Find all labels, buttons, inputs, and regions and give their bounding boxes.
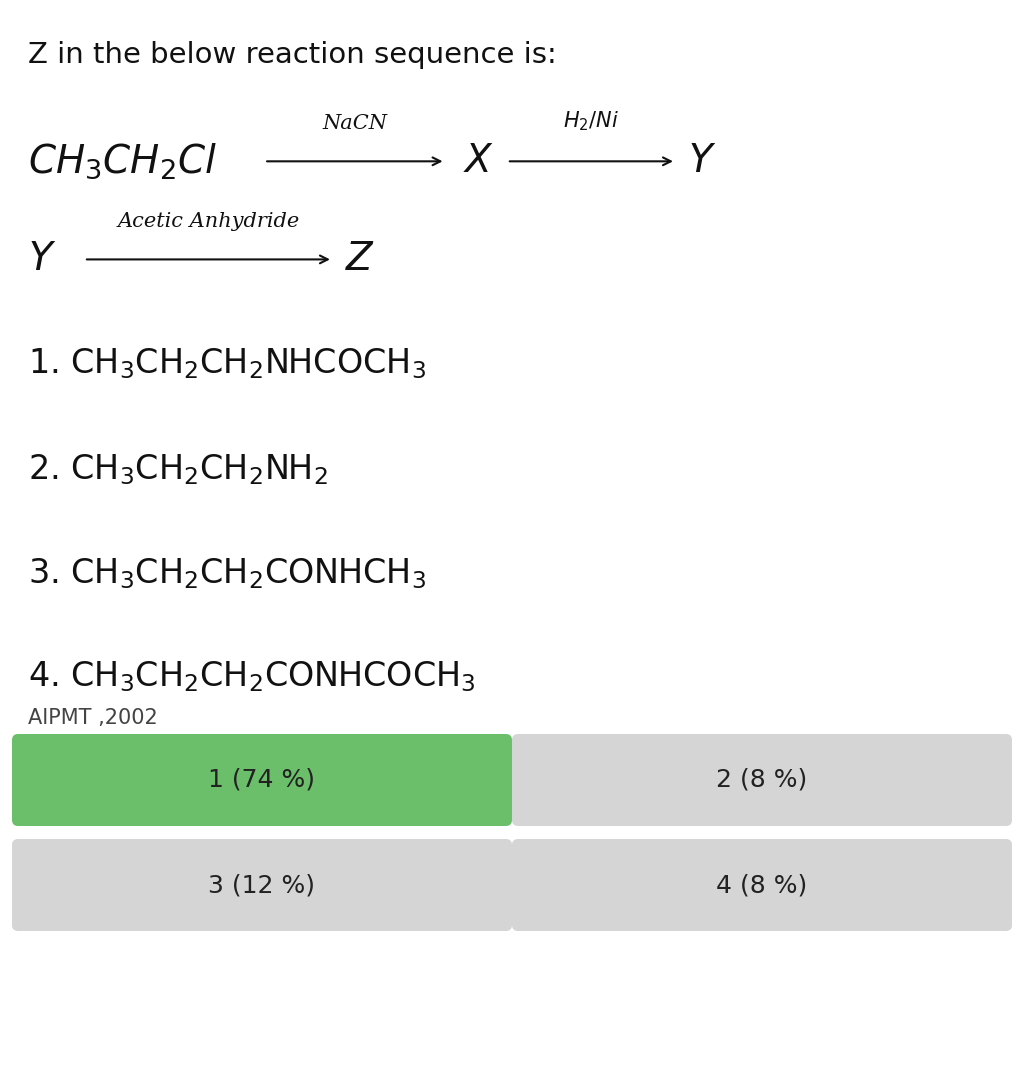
Text: 4 (8 %): 4 (8 %) xyxy=(717,873,808,897)
Text: 4. CH$_3$CH$_2$CH$_2$CONHCOCH$_3$: 4. CH$_3$CH$_2$CH$_2$CONHCOCH$_3$ xyxy=(28,659,476,694)
Text: 3 (12 %): 3 (12 %) xyxy=(209,873,315,897)
Text: AIPMT ,2002: AIPMT ,2002 xyxy=(28,708,158,728)
Text: $\mathit{CH_3CH_2Cl}$: $\mathit{CH_3CH_2Cl}$ xyxy=(28,142,217,181)
Text: $\mathit{Y}$: $\mathit{Y}$ xyxy=(28,241,56,278)
FancyBboxPatch shape xyxy=(512,734,1012,826)
Text: $\mathit{X}$: $\mathit{X}$ xyxy=(463,143,494,180)
Text: 1. CH$_3$CH$_2$CH$_2$NHCOCH$_3$: 1. CH$_3$CH$_2$CH$_2$NHCOCH$_3$ xyxy=(28,347,426,382)
Text: 2 (8 %): 2 (8 %) xyxy=(717,768,808,792)
FancyBboxPatch shape xyxy=(512,839,1012,931)
FancyBboxPatch shape xyxy=(12,734,512,826)
Text: 1 (74 %): 1 (74 %) xyxy=(209,768,315,792)
Text: Z in the below reaction sequence is:: Z in the below reaction sequence is: xyxy=(28,41,557,70)
Text: Acetic Anhydride: Acetic Anhydride xyxy=(118,213,299,231)
Text: $\mathit{Z}$: $\mathit{Z}$ xyxy=(345,241,375,278)
Text: $H_2/Ni$: $H_2/Ni$ xyxy=(563,110,620,133)
Text: 3. CH$_3$CH$_2$CH$_2$CONHCH$_3$: 3. CH$_3$CH$_2$CH$_2$CONHCH$_3$ xyxy=(28,556,426,591)
Text: NaCN: NaCN xyxy=(323,114,387,133)
Text: $\mathit{Y}$: $\mathit{Y}$ xyxy=(688,143,717,180)
Text: 2. CH$_3$CH$_2$CH$_2$NH$_2$: 2. CH$_3$CH$_2$CH$_2$NH$_2$ xyxy=(28,452,328,487)
FancyBboxPatch shape xyxy=(12,839,512,931)
